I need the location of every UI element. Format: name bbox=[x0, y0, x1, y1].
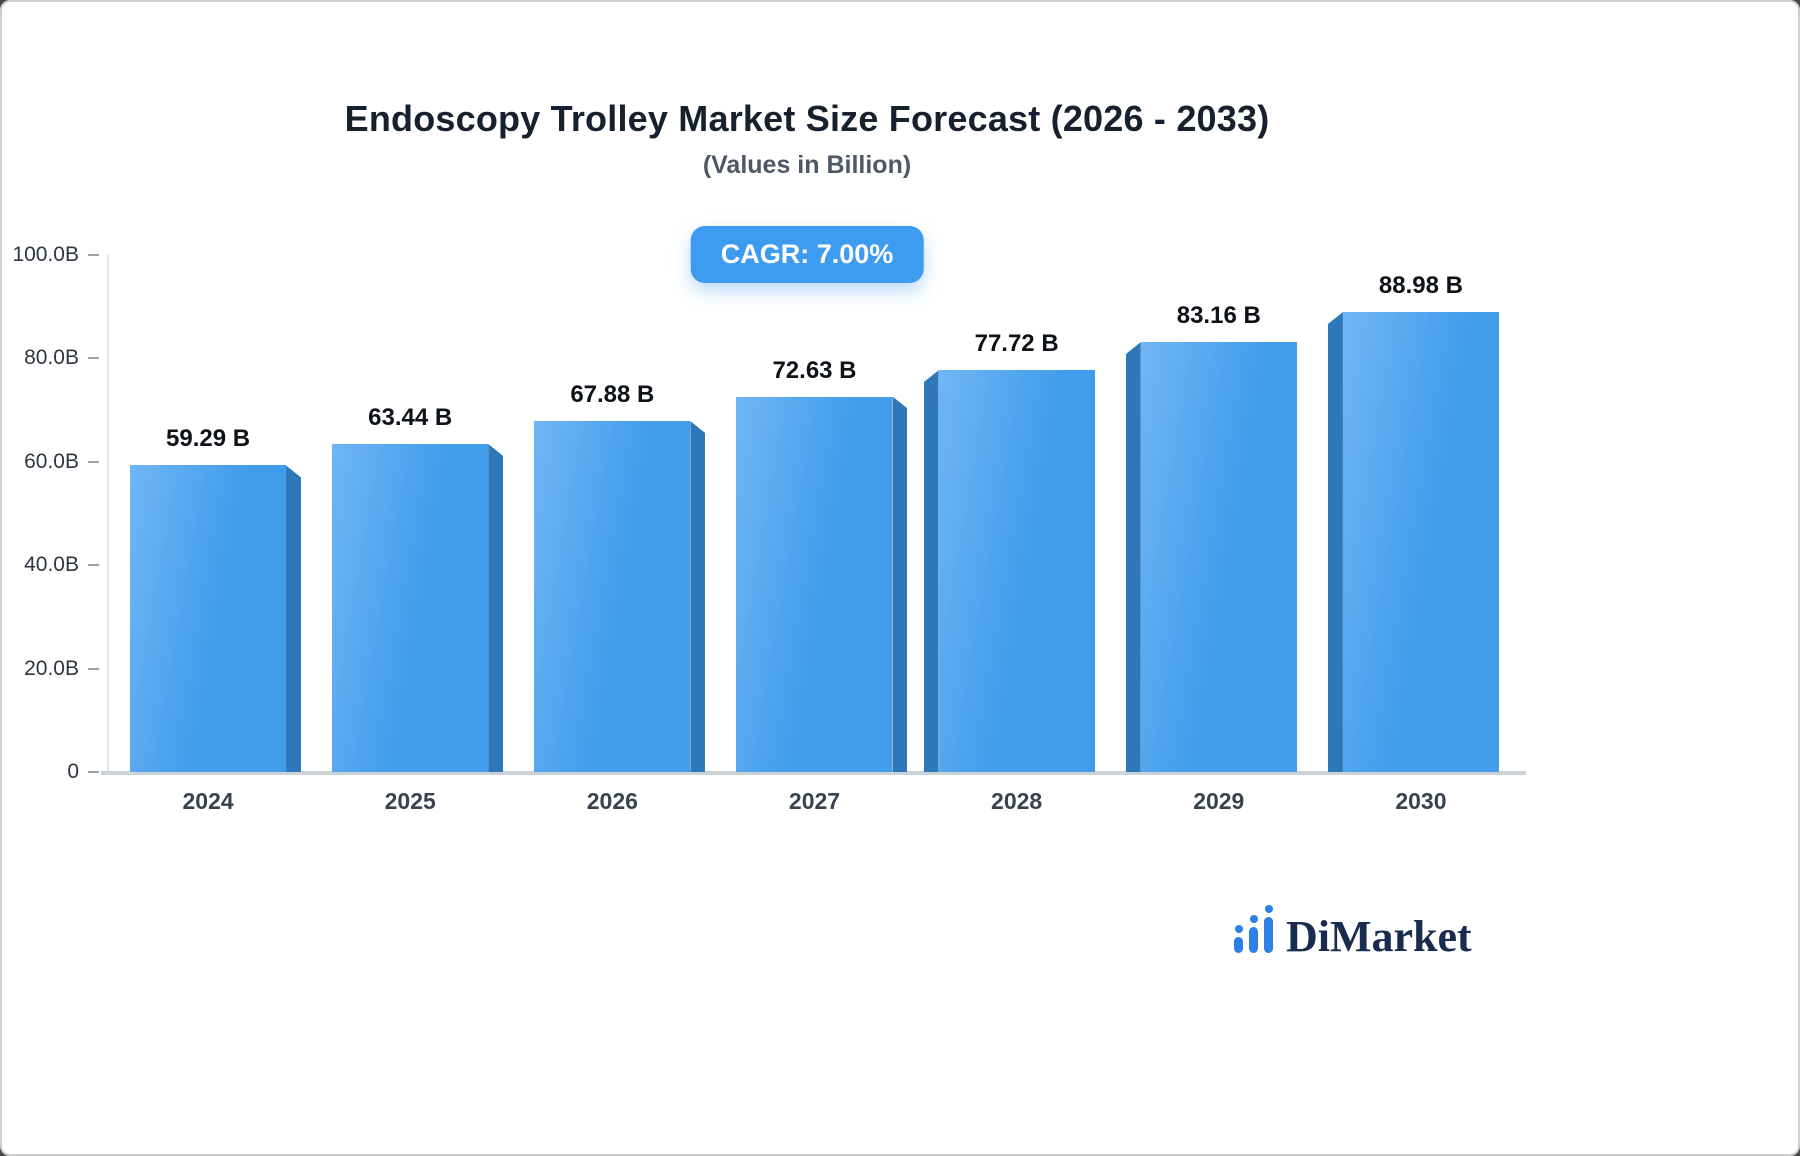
y-axis-tick-label: 40.0B bbox=[24, 553, 79, 577]
bar-2030[interactable] bbox=[1327, 311, 1499, 772]
logo-icon-column bbox=[1234, 925, 1243, 953]
cagr-badge-label: CAGR: 7.00% bbox=[720, 239, 894, 269]
logo-bar bbox=[1234, 937, 1243, 953]
y-axis-tick-mark bbox=[88, 564, 99, 567]
y-axis-tick-label: 80.0B bbox=[24, 346, 79, 370]
x-axis-label: 2028 bbox=[991, 788, 1043, 814]
x-axis-label: 2024 bbox=[182, 788, 234, 814]
y-axis-tick-label: 0 bbox=[67, 760, 79, 783]
bar-side-face bbox=[690, 421, 706, 772]
bar-slot: 83.16 B 2029 bbox=[1118, 255, 1320, 814]
bar-side-face bbox=[1327, 311, 1343, 772]
y-axis-tick-mark bbox=[88, 357, 99, 360]
cagr-badge: CAGR: 7.00% bbox=[690, 226, 924, 283]
bar-2024[interactable] bbox=[130, 465, 302, 772]
bar-slot: 63.44 B 2025 bbox=[309, 255, 511, 814]
chart-title: Endoscopy Trolley Market Size Forecast (… bbox=[344, 98, 1270, 139]
x-axis-label: 2025 bbox=[384, 788, 436, 814]
logo-icon-column bbox=[1264, 905, 1273, 953]
y-axis-tick-mark bbox=[88, 667, 99, 670]
logo-text: DiMarket bbox=[1286, 912, 1472, 961]
bar-value-label: 59.29 B bbox=[166, 425, 251, 453]
bar-2027[interactable] bbox=[736, 396, 908, 772]
bar-2028[interactable] bbox=[923, 370, 1095, 772]
x-axis-label: 2027 bbox=[788, 788, 841, 814]
logo-icon-column bbox=[1249, 915, 1258, 953]
bar-value-label: 83.16 B bbox=[1176, 302, 1261, 330]
y-axis-tick-mark bbox=[88, 460, 99, 463]
bar-value-label: 63.44 B bbox=[368, 404, 453, 432]
logo-dot bbox=[1264, 905, 1273, 913]
logo-dot bbox=[1234, 925, 1243, 933]
y-axis-tick-mark bbox=[88, 771, 99, 773]
bar-2026[interactable] bbox=[534, 421, 706, 772]
bar-value-label: 88.98 B bbox=[1378, 271, 1463, 299]
x-axis-line bbox=[101, 771, 1526, 775]
logo-bar bbox=[1249, 927, 1258, 953]
bar-side-face bbox=[1125, 342, 1141, 772]
bars-container: 59.29 B 2024 63.44 B 2025 67.88 B 2026 72.63 B… bbox=[107, 255, 1522, 814]
plot-area: 100.0B 80.0B 60.0B 40.0B 20.0B 0 59.29 B 2024 6… bbox=[12, 243, 1526, 814]
logo-bar bbox=[1264, 917, 1273, 953]
y-axis-tick-label: 100.0B bbox=[12, 243, 79, 266]
bar-slot: 77.72 B 2028 bbox=[916, 255, 1118, 814]
bar-side-face bbox=[488, 444, 504, 772]
bar-slot: 67.88 B 2026 bbox=[511, 255, 713, 814]
bar-value-label: 67.88 B bbox=[570, 381, 655, 409]
bar-slot: 59.29 B 2024 bbox=[107, 255, 309, 814]
y-axis-tick-label: 60.0B bbox=[24, 449, 79, 473]
x-axis-label: 2026 bbox=[586, 788, 638, 814]
bar-2025[interactable] bbox=[332, 444, 504, 772]
bar-value-label: 77.72 B bbox=[974, 330, 1059, 358]
bar-value-label: 72.63 B bbox=[772, 356, 857, 384]
y-axis-ticks: 100.0B 80.0B 60.0B 40.0B 20.0B 0 bbox=[12, 243, 1522, 783]
bar-slot: 72.63 B 2027 bbox=[713, 255, 915, 814]
bar-chart-icon bbox=[1234, 905, 1273, 959]
y-axis-tick-label: 20.0B bbox=[24, 656, 79, 680]
bar-side-face bbox=[286, 465, 302, 772]
bar-2029[interactable] bbox=[1125, 342, 1297, 772]
chart-subtitle: (Values in Billion) bbox=[702, 151, 912, 179]
x-axis-label: 2029 bbox=[1193, 788, 1245, 814]
y-axis-tick-mark bbox=[88, 254, 99, 256]
y-axis-line bbox=[107, 255, 109, 772]
logo-dot bbox=[1249, 915, 1258, 923]
x-axis-label: 2030 bbox=[1395, 788, 1447, 814]
bar-slot: 88.98 B 2030 bbox=[1320, 255, 1522, 814]
dimarket-logo: DiMarket bbox=[1234, 905, 1472, 959]
bar-side-face bbox=[892, 396, 908, 772]
bar-side-face bbox=[923, 370, 939, 772]
